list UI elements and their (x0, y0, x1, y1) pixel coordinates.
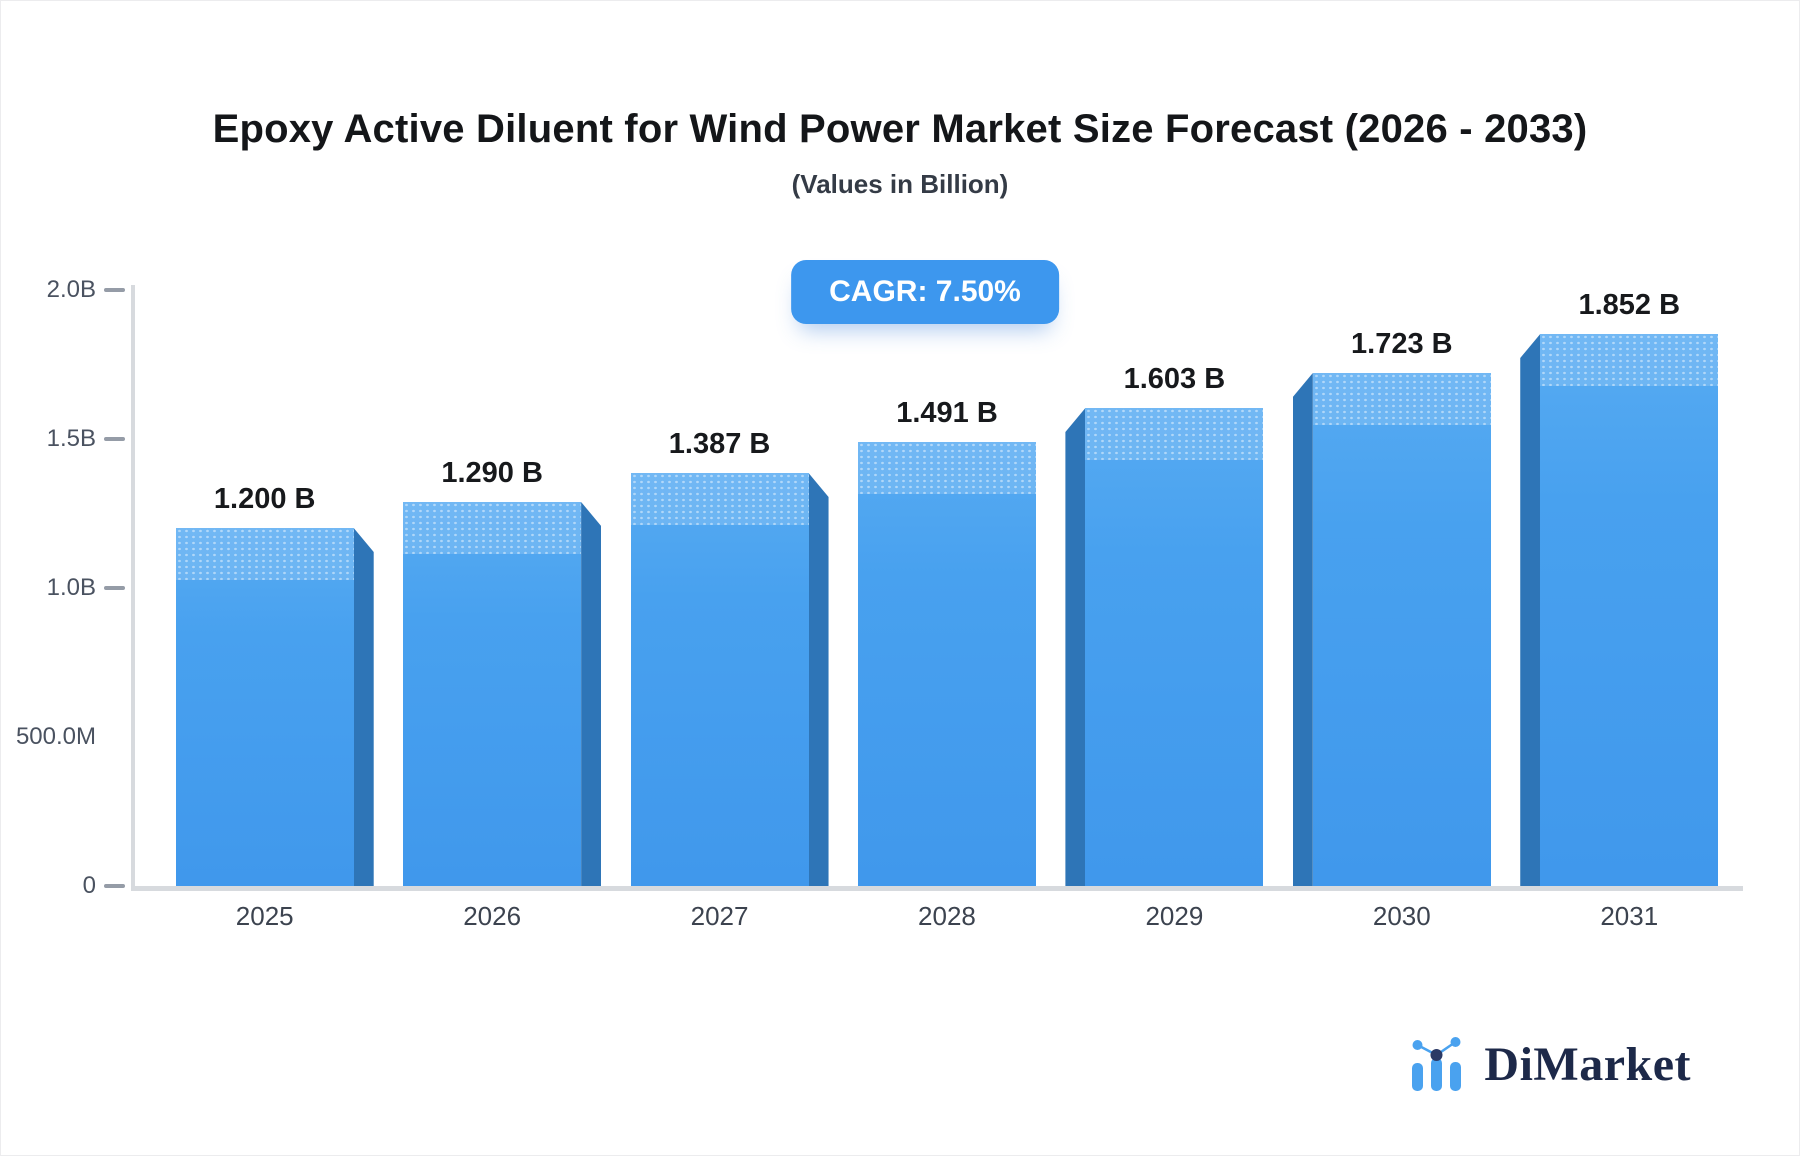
x-axis-label: 2029 (1145, 901, 1204, 931)
bar-value-label: 1.200 B (213, 483, 316, 515)
bar-2031 (1540, 334, 1719, 886)
chart-subtitle: (Values in Billion) (791, 169, 1009, 199)
x-axis-label: 2025 (235, 901, 294, 931)
y-tick-mark (104, 437, 125, 441)
bar-group-2029: 1.603 B (1061, 290, 1288, 886)
y-axis-line (131, 285, 135, 889)
x-axis-label: 2026 (463, 901, 522, 931)
chart-title: Epoxy Active Diluent for Wind Power Mark… (212, 107, 1588, 151)
x-axis: 2025 2026 2027 2028 2029 2030 2031 (151, 901, 1743, 932)
bar-2030 (1312, 373, 1491, 886)
bar-chart: 1.200 B 1.290 B 1.387 B 1.491 B 1.603 B 1.723… (151, 289, 1743, 886)
bar-group-2030: 1.723 B (1288, 290, 1515, 886)
bar-chart-logo-icon (1412, 1037, 1462, 1091)
cagr-badge: CAGR: 7.50% (791, 260, 1059, 324)
bar-value-label: 1.723 B (1351, 328, 1453, 360)
bar-group-2027: 1.387 B (606, 290, 833, 886)
bar-value-label: 1.387 B (668, 428, 771, 460)
bar-2028 (857, 442, 1036, 886)
bar-2029 (1085, 408, 1264, 886)
x-axis-label: 2028 (918, 901, 976, 931)
bar-group-2026: 1.290 B (378, 290, 605, 886)
y-tick-mark (104, 586, 125, 590)
x-axis-line (131, 886, 1743, 891)
y-tick-mark (104, 288, 125, 292)
y-axis-label: 500.0M (15, 723, 96, 750)
bar-group-2031: 1.852 B (1516, 289, 1743, 886)
bar-value-label: 1.603 B (1123, 363, 1226, 395)
y-axis-label: 2.0B (46, 276, 96, 303)
bar-2025 (175, 528, 354, 886)
x-axis-label: 2030 (1372, 901, 1431, 931)
brand-name: DiMarket (1484, 1037, 1691, 1091)
x-axis-label: 2027 (690, 901, 749, 931)
bar-group-2028: 1.491 B (833, 290, 1060, 886)
y-tick-mark (104, 884, 125, 888)
bar-value-label: 1.852 B (1578, 289, 1681, 321)
brand-logo: DiMarket (1408, 1033, 1691, 1095)
bar-2027 (630, 473, 809, 886)
y-axis-label: 1.5B (46, 425, 96, 452)
bar-value-label: 1.290 B (441, 457, 543, 489)
y-axis-label: 1.0B (46, 574, 96, 601)
bar-value-label: 1.491 B (896, 397, 998, 429)
bar-2026 (403, 502, 582, 886)
x-axis-label: 2031 (1600, 901, 1659, 931)
y-axis-label: 0 (82, 872, 96, 899)
bar-group-2025: 1.200 B (151, 290, 378, 886)
